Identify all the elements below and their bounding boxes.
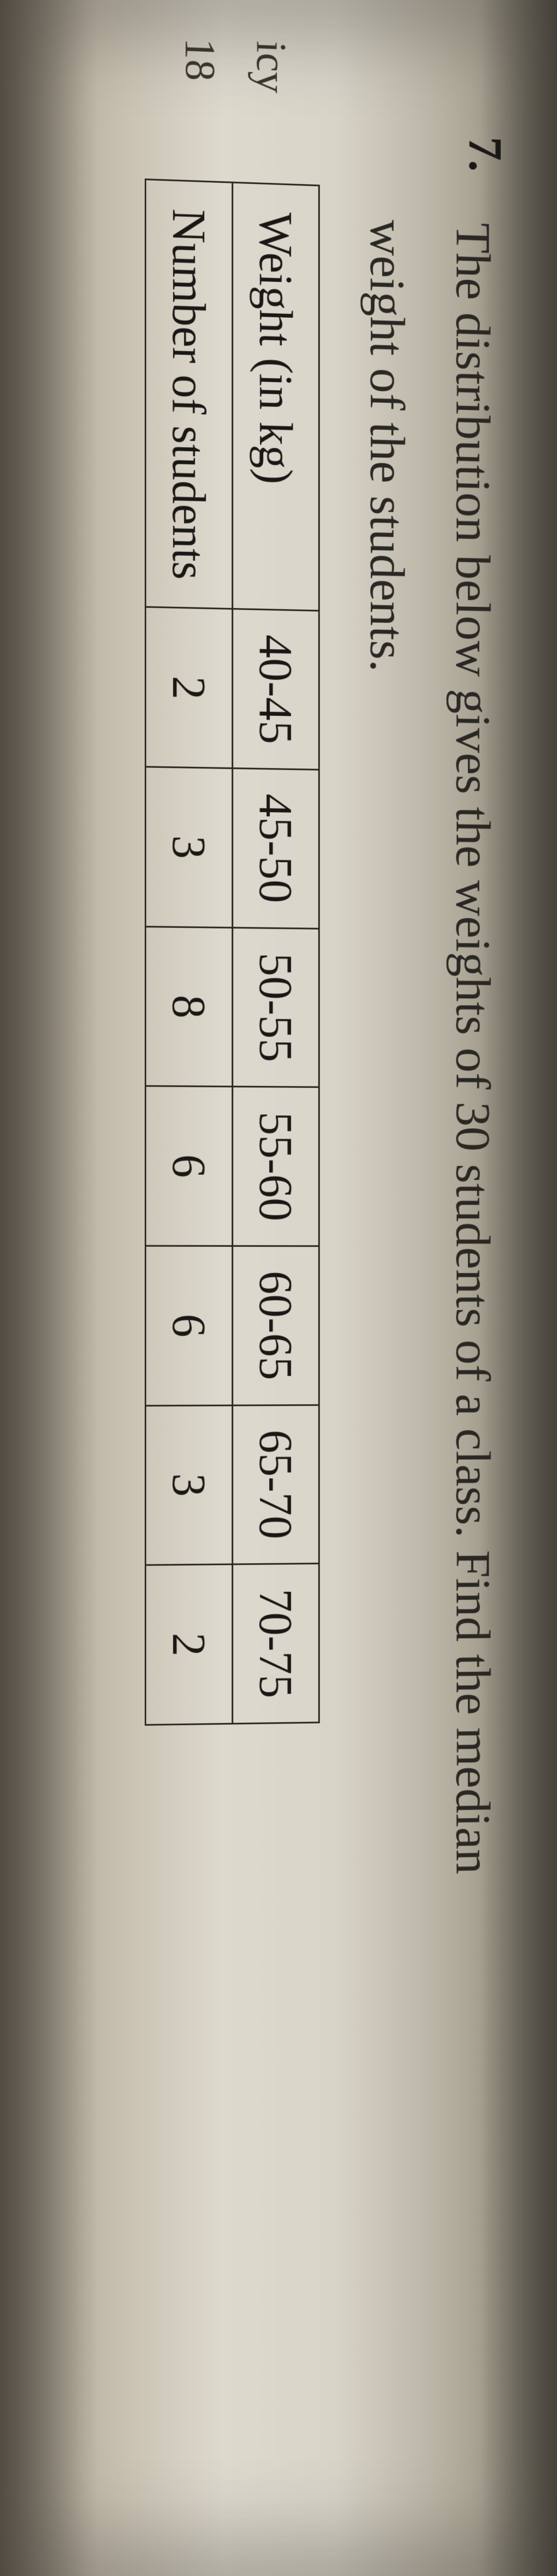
- table-cell: 3: [146, 767, 233, 927]
- left-margin-icy: icy: [247, 29, 296, 94]
- page-container: 7. The distribution below gives the weig…: [0, 0, 557, 2576]
- table-row: Number of students 2 3 8 6 6 3 2: [146, 180, 233, 1725]
- table-cell: 8: [146, 926, 233, 1086]
- row-label: Number of students: [146, 180, 233, 609]
- table-row: Weight (in kg) 40-45 45-50 50-55 55-60 6…: [233, 182, 319, 1724]
- question-number: 7.: [457, 136, 512, 192]
- table-cell: 40-45: [233, 609, 319, 770]
- table-cell: 2: [146, 607, 233, 768]
- data-table: Weight (in kg) 40-45 45-50 50-55 55-60 6…: [145, 179, 320, 1726]
- table-cell: 45-50: [233, 769, 319, 929]
- table-cell: 50-55: [233, 927, 319, 1087]
- left-margin: icy 18: [154, 26, 296, 94]
- table-cell: 3: [146, 1405, 233, 1565]
- table-cell: 70-75: [233, 1564, 319, 1724]
- left-margin-18: 18: [176, 27, 225, 91]
- table-cell: 6: [146, 1086, 233, 1246]
- table-cell: 60-65: [233, 1246, 319, 1405]
- table-cell: 6: [146, 1246, 233, 1405]
- question-line2: weight of the students.: [352, 218, 422, 2510]
- table-cell: 2: [146, 1564, 233, 1725]
- table-cell: 65-70: [233, 1405, 319, 1564]
- content-wrapper: 7. The distribution below gives the weig…: [145, 25, 512, 2518]
- question-line1: The distribution below gives the weights…: [438, 222, 512, 1875]
- row-label: Weight (in kg): [233, 182, 319, 611]
- bottom-shadow: [0, 0, 98, 2576]
- table-cell: 55-60: [233, 1087, 319, 1246]
- question-row: 7. The distribution below gives the weig…: [438, 134, 512, 2506]
